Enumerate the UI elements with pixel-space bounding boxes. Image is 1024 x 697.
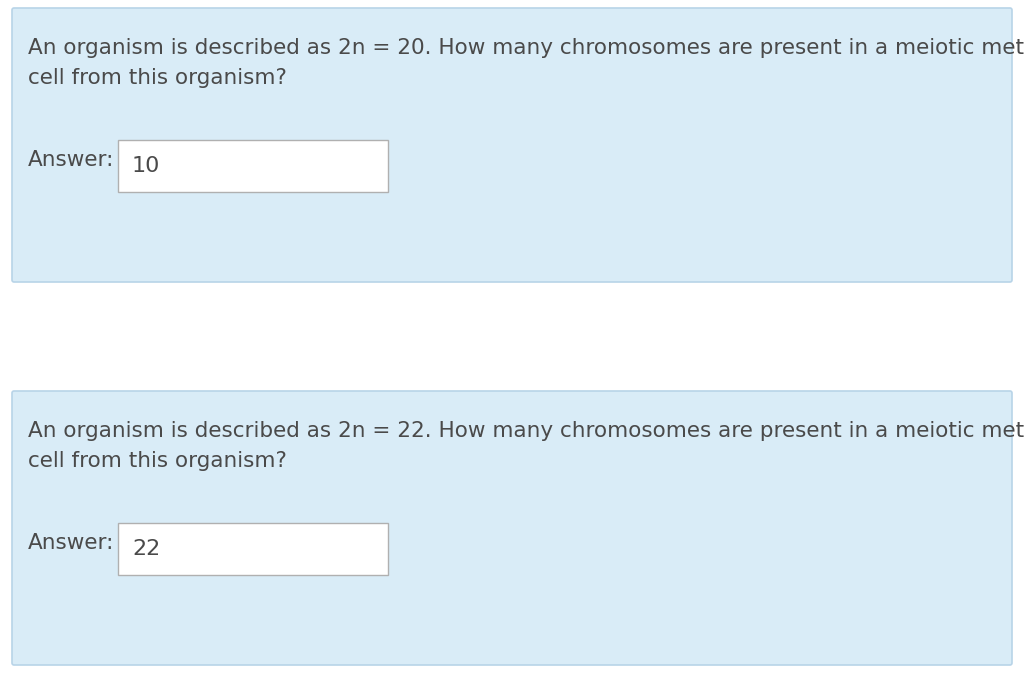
FancyBboxPatch shape — [118, 140, 388, 192]
Text: An organism is described as 2n = 22. How many chromosomes are present in a meiot: An organism is described as 2n = 22. How… — [28, 421, 1024, 470]
Text: Answer:: Answer: — [28, 533, 115, 553]
FancyBboxPatch shape — [118, 523, 388, 575]
Text: Answer:: Answer: — [28, 150, 115, 170]
Text: An organism is described as 2n = 20. How many chromosomes are present in a meiot: An organism is described as 2n = 20. How… — [28, 38, 1024, 88]
Text: 22: 22 — [132, 539, 160, 559]
Text: 10: 10 — [132, 156, 161, 176]
FancyBboxPatch shape — [12, 391, 1012, 665]
FancyBboxPatch shape — [12, 8, 1012, 282]
